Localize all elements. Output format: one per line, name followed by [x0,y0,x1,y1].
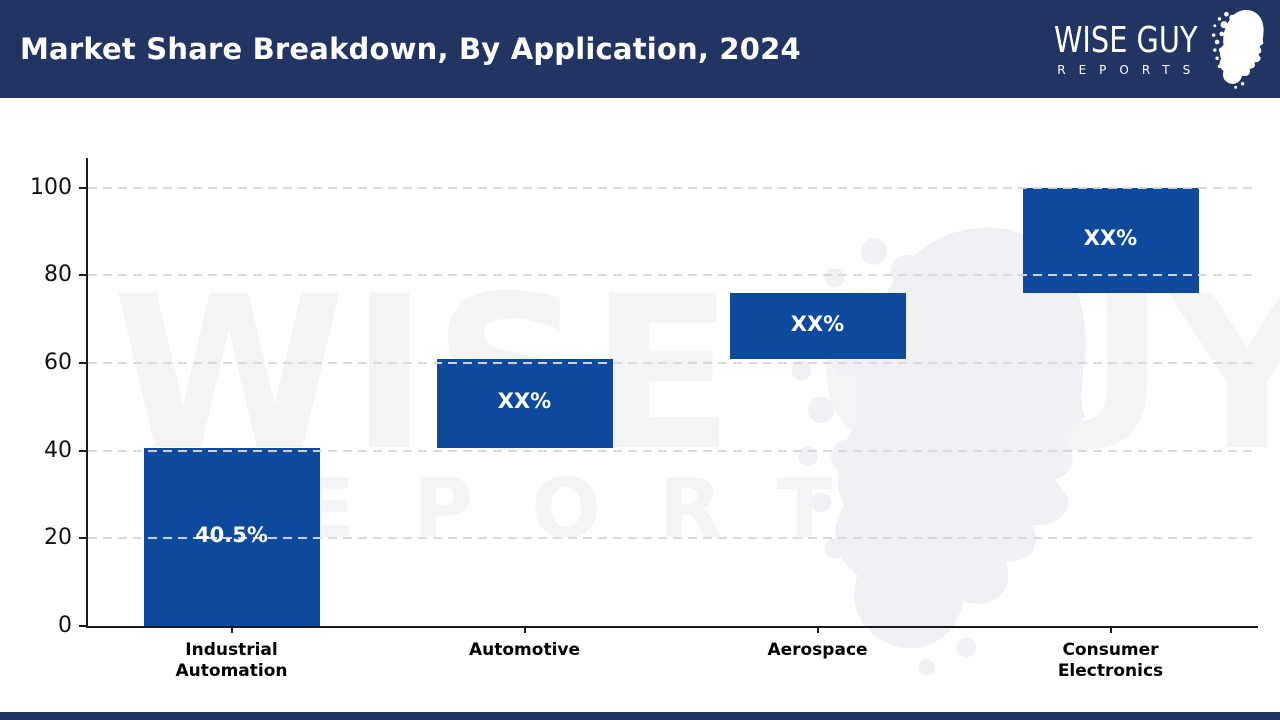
bar-value-label: XX% [1083,226,1138,251]
y-tick-label: 20 [44,525,72,551]
y-tick-mark [79,449,88,452]
logo-wordmark: WISE GUY [1053,20,1198,61]
wiseguy-logo-text: WISE GUY REPORTS [1036,20,1216,78]
logo-subtitle: REPORTS [1057,63,1204,77]
x-category-label: Consumer Electronics [971,640,1251,682]
bar-value-label: 40.5% [195,523,268,548]
gridline [88,537,1252,540]
x-category-line: Automotive [468,640,581,660]
y-tick-label: 0 [58,613,72,638]
bar-value-label: XX% [790,311,845,336]
page-title: Market Share Breakdown, By Application, … [20,32,801,66]
y-tick-label: 80 [44,262,72,288]
x-tick-mark [523,626,526,633]
y-tick-mark [79,274,88,277]
x-category-line: Electronics [1057,661,1164,681]
gridline [88,361,1252,364]
x-category-label: Automotive [385,640,665,661]
y-tick-label: 60 [44,349,72,375]
x-category-label: Aerospace [678,640,958,661]
header-bar: Market Share Breakdown, By Application, … [0,0,1280,98]
y-tick-label: 100 [30,174,72,200]
bar-segment [436,358,613,449]
x-category-line: Aerospace [767,640,868,660]
x-tick-mark [1109,626,1112,633]
gridline [88,186,1252,189]
y-tick-mark [79,625,88,627]
y-tick-label: 40 [44,437,72,463]
wiseguy-face-icon [1211,9,1264,89]
bar-segment [143,448,320,626]
footer-bar [0,712,1280,720]
waterfall-chart: 0 20 40 60 80 100 40.5% Industrial Automation XX%… [0,98,1280,712]
x-tick-mark [230,626,233,633]
x-category-line: Automation [175,661,288,681]
y-tick-mark [79,361,88,364]
y-tick-mark [79,537,88,540]
x-axis-line [86,626,1258,628]
y-axis-line [86,158,88,628]
gridline [88,274,1252,277]
y-tick-mark [79,186,88,189]
x-category-line: Industrial [185,640,278,660]
gridline [88,449,1252,452]
wiseguy-logo: WISE GUY REPORTS [1036,6,1268,92]
x-category-line: Consumer [1062,640,1159,660]
x-category-label: Industrial Automation [92,640,372,682]
bar-value-label: XX% [497,389,552,414]
